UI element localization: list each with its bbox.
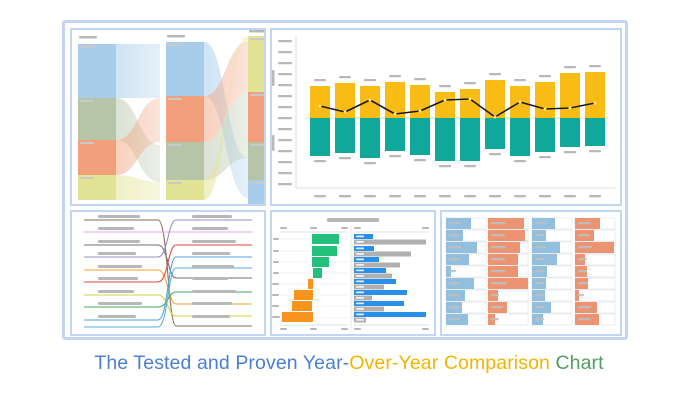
alluvial-ribbons-2-3	[204, 36, 248, 200]
bump-right-labels	[192, 215, 236, 318]
panel-data-bar-matrix-table[interactable]	[440, 210, 622, 336]
column-series-teal	[310, 118, 605, 161]
paired-bars-value-labels	[356, 235, 364, 321]
floating-range-row-labels	[272, 238, 280, 318]
bump-left-labels	[98, 215, 142, 318]
alluvial-node-column-1	[78, 36, 116, 200]
trend-line-markers	[318, 97, 597, 119]
panel-diverging-paired-bar-chart[interactable]	[270, 210, 436, 336]
title-segment-yellow: Over-Year Comparison	[349, 352, 556, 374]
x-axis-tick-labels	[314, 195, 601, 198]
floating-range-axis	[280, 227, 348, 330]
floating-range-bars-orange	[282, 279, 313, 322]
panel-stacked-column-chart[interactable]	[270, 28, 622, 206]
alluvial-ribbons-1-2	[116, 44, 160, 200]
dashboard-title: The Tested and Proven Year-Over-Year Com…	[0, 352, 698, 375]
panel-alluvial-flow-chart[interactable]	[70, 28, 266, 206]
title-segment-blue: The Tested and Proven Year-	[94, 352, 350, 374]
title-segment-green: Chart	[555, 352, 604, 374]
matrix-cell-value-labels	[449, 222, 592, 321]
alluvial-svg	[78, 30, 264, 204]
y-axis-tick-labels	[278, 40, 292, 186]
column-series-amber	[310, 72, 605, 118]
trend-line	[319, 98, 596, 118]
y-axis-title	[272, 70, 275, 151]
panel-bump-rank-chart[interactable]	[70, 210, 266, 336]
dashboard-inner	[70, 28, 622, 336]
diverging-paired-svg	[272, 218, 429, 330]
dashboard-frame	[62, 20, 628, 340]
matrix-table-svg	[445, 217, 616, 326]
alluvial-node-column-3	[248, 30, 264, 204]
alluvial-node-column-2	[166, 35, 204, 200]
teal-value-labels	[314, 150, 601, 168]
stacked-column-svg	[272, 36, 616, 198]
paired-bars-axis	[354, 227, 429, 330]
subtitle-placeholder	[327, 218, 379, 222]
bump-chart-svg	[83, 215, 252, 328]
amber-value-labels	[314, 65, 601, 88]
floating-range-bars-green	[312, 234, 339, 278]
bump-lines	[83, 219, 252, 328]
